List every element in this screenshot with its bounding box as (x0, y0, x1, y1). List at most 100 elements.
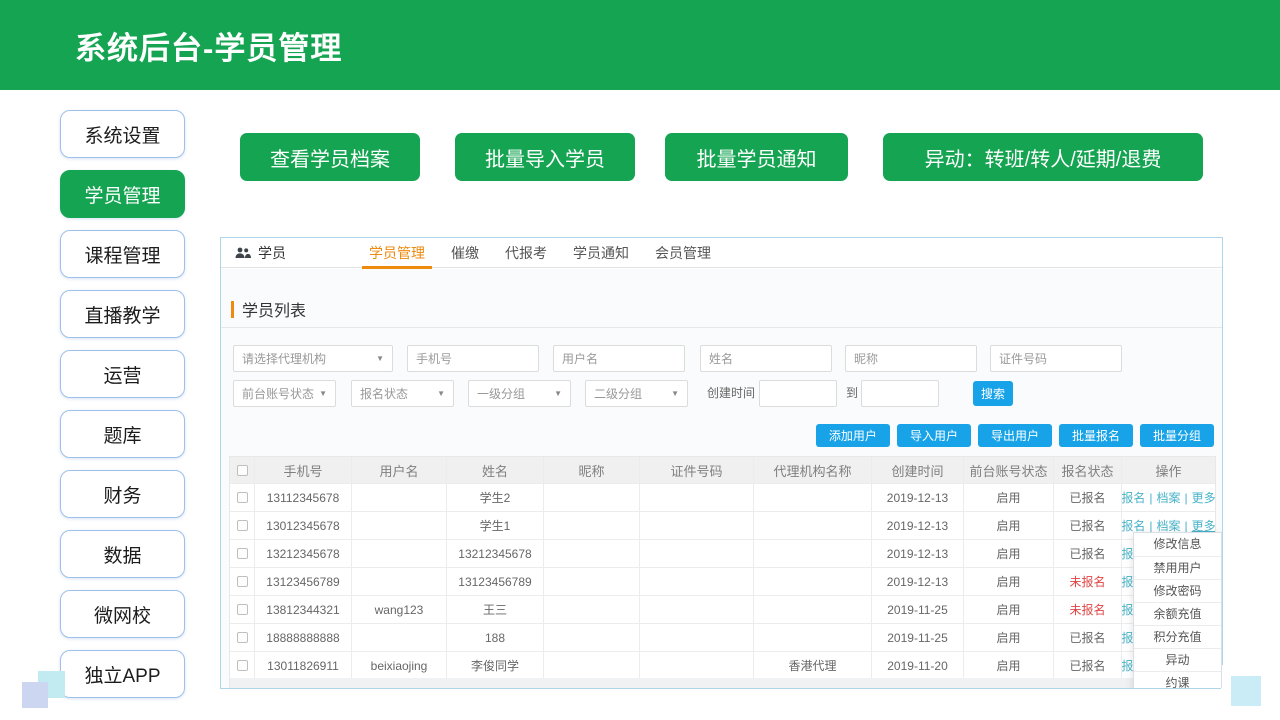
chevron-down-icon: ▼ (437, 389, 445, 398)
cell-signup-status: 未报名 (1054, 596, 1122, 623)
dropdown-item-2[interactable]: 修改密码 (1134, 579, 1221, 602)
tab-1[interactable]: 催缴 (451, 238, 479, 268)
cell-nickname (544, 568, 640, 595)
cell-agency (754, 484, 872, 511)
quick-action-button-1[interactable]: 批量导入学员 (455, 133, 635, 181)
cell-name: 188 (447, 624, 544, 651)
row-checkbox[interactable] (237, 520, 248, 531)
filter-select-row2-2[interactable]: 一级分组▼ (468, 380, 571, 407)
dropdown-item-4[interactable]: 积分充值 (1134, 625, 1221, 648)
cell-phone: 13123456789 (255, 568, 352, 595)
column-header-5: 代理机构名称 (754, 457, 872, 483)
cell-name: 学生2 (447, 484, 544, 511)
cell-created: 2019-11-25 (872, 624, 964, 651)
bulk-button-3[interactable]: 批量报名 (1059, 424, 1133, 447)
row-checkbox[interactable] (237, 632, 248, 643)
action-link-2[interactable]: 更多 (1192, 489, 1215, 506)
students-group-icon (235, 247, 251, 259)
cell-username (352, 624, 447, 651)
sidebar-item-3[interactable]: 直播教学 (60, 290, 185, 338)
select-all-checkbox[interactable] (237, 465, 248, 476)
bulk-button-4[interactable]: 批量分组 (1140, 424, 1214, 447)
cell-id_number (640, 512, 754, 539)
section-title: 学员列表 (231, 297, 306, 321)
filter-input-3[interactable] (700, 345, 832, 372)
cell-id_number (640, 624, 754, 651)
sidebar-item-5[interactable]: 题库 (60, 410, 185, 458)
created-to-input[interactable] (861, 380, 939, 407)
column-header-7: 前台账号状态 (964, 457, 1054, 483)
row-checkbox-cell (230, 624, 255, 651)
module-label: 学员 (258, 243, 286, 263)
cell-username (352, 484, 447, 511)
cell-id_number (640, 540, 754, 567)
filter-input-4[interactable] (845, 345, 977, 372)
search-button[interactable]: 搜索 (973, 381, 1013, 406)
cell-username (352, 540, 447, 567)
cell-signup-status: 已报名 (1054, 624, 1122, 651)
quick-action-button-3[interactable]: 异动：转班/转人/延期/退费 (883, 133, 1203, 181)
quick-action-button-2[interactable]: 批量学员通知 (665, 133, 848, 181)
table-row: 13112345678学生22019-12-13启用已报名报名|档案|更多 (230, 483, 1215, 511)
sidebar-item-6[interactable]: 财务 (60, 470, 185, 518)
row-checkbox[interactable] (237, 548, 248, 559)
table-row: 13812344321wang123王三2019-11-25启用未报名报名|档案… (230, 595, 1215, 623)
cell-phone: 13812344321 (255, 596, 352, 623)
column-header-8: 报名状态 (1054, 457, 1122, 483)
cell-created: 2019-12-13 (872, 540, 964, 567)
column-header-4: 证件号码 (640, 457, 754, 483)
sidebar-item-9[interactable]: 独立APP (60, 650, 185, 698)
action-link-1[interactable]: 档案 (1157, 489, 1181, 506)
filter-select-row2-0[interactable]: 前台账号状态▼ (233, 380, 336, 407)
quick-action-button-0[interactable]: 查看学员档案 (240, 133, 420, 181)
row-checkbox[interactable] (237, 660, 248, 671)
row-checkbox-cell (230, 540, 255, 567)
panel-header: 学员 学员管理催缴代报考学员通知会员管理 (221, 238, 1222, 268)
dropdown-item-6[interactable]: 约课 (1134, 671, 1221, 689)
cell-created: 2019-12-13 (872, 568, 964, 595)
chevron-down-icon: ▼ (671, 389, 679, 398)
filter-select-0[interactable]: 请选择代理机构▼ (233, 345, 393, 372)
bulk-button-2[interactable]: 导出用户 (978, 424, 1052, 447)
column-header-9: 操作 (1122, 457, 1215, 483)
dropdown-item-1[interactable]: 禁用用户 (1134, 556, 1221, 579)
dropdown-item-0[interactable]: 修改信息 (1134, 533, 1221, 556)
tab-4[interactable]: 会员管理 (655, 238, 711, 268)
tab-3[interactable]: 学员通知 (573, 238, 629, 268)
created-from-input[interactable] (759, 380, 837, 407)
filter-input-1[interactable] (407, 345, 539, 372)
sidebar-item-7[interactable]: 数据 (60, 530, 185, 578)
dropdown-item-5[interactable]: 异动 (1134, 648, 1221, 671)
quick-action-bar: 查看学员档案批量导入学员批量学员通知异动：转班/转人/延期/退费 (0, 133, 1280, 181)
bulk-button-0[interactable]: 添加用户 (816, 424, 890, 447)
filter-input-5[interactable] (990, 345, 1122, 372)
cell-agency (754, 596, 872, 623)
row-checkbox[interactable] (237, 576, 248, 587)
sidebar-item-2[interactable]: 课程管理 (60, 230, 185, 278)
filter-select-row2-1[interactable]: 报名状态▼ (351, 380, 454, 407)
filter-select-row2-3[interactable]: 二级分组▼ (585, 380, 688, 407)
cell-nickname (544, 624, 640, 651)
cell-agency (754, 624, 872, 651)
sidebar-item-4[interactable]: 运营 (60, 350, 185, 398)
cell-signup-status: 未报名 (1054, 568, 1122, 595)
dropdown-item-3[interactable]: 余额充值 (1134, 602, 1221, 625)
sidebar-item-8[interactable]: 微网校 (60, 590, 185, 638)
student-panel: 学员 学员管理催缴代报考学员通知会员管理 学员列表 请选择代理机构▼ 前台账号状… (220, 237, 1223, 689)
row-checkbox[interactable] (237, 492, 248, 503)
table-row: 13123456789131234567892019-12-13启用未报名报名|… (230, 567, 1215, 595)
cell-id_number (640, 568, 754, 595)
table-footer-strip (229, 678, 1216, 689)
cell-nickname (544, 540, 640, 567)
row-checkbox[interactable] (237, 604, 248, 615)
cell-signup-status: 已报名 (1054, 484, 1122, 511)
cell-operations: 报名|档案|更多 (1122, 484, 1215, 511)
tab-0[interactable]: 学员管理 (369, 238, 425, 268)
bulk-button-1[interactable]: 导入用户 (897, 424, 971, 447)
cell-created: 2019-11-25 (872, 596, 964, 623)
table-header-row: 手机号用户名姓名昵称证件号码代理机构名称创建时间前台账号状态报名状态操作 (230, 457, 1215, 483)
action-link-0[interactable]: 报名 (1122, 489, 1145, 506)
row-checkbox-cell (230, 568, 255, 595)
filter-input-2[interactable] (553, 345, 685, 372)
tab-2[interactable]: 代报考 (505, 238, 547, 268)
